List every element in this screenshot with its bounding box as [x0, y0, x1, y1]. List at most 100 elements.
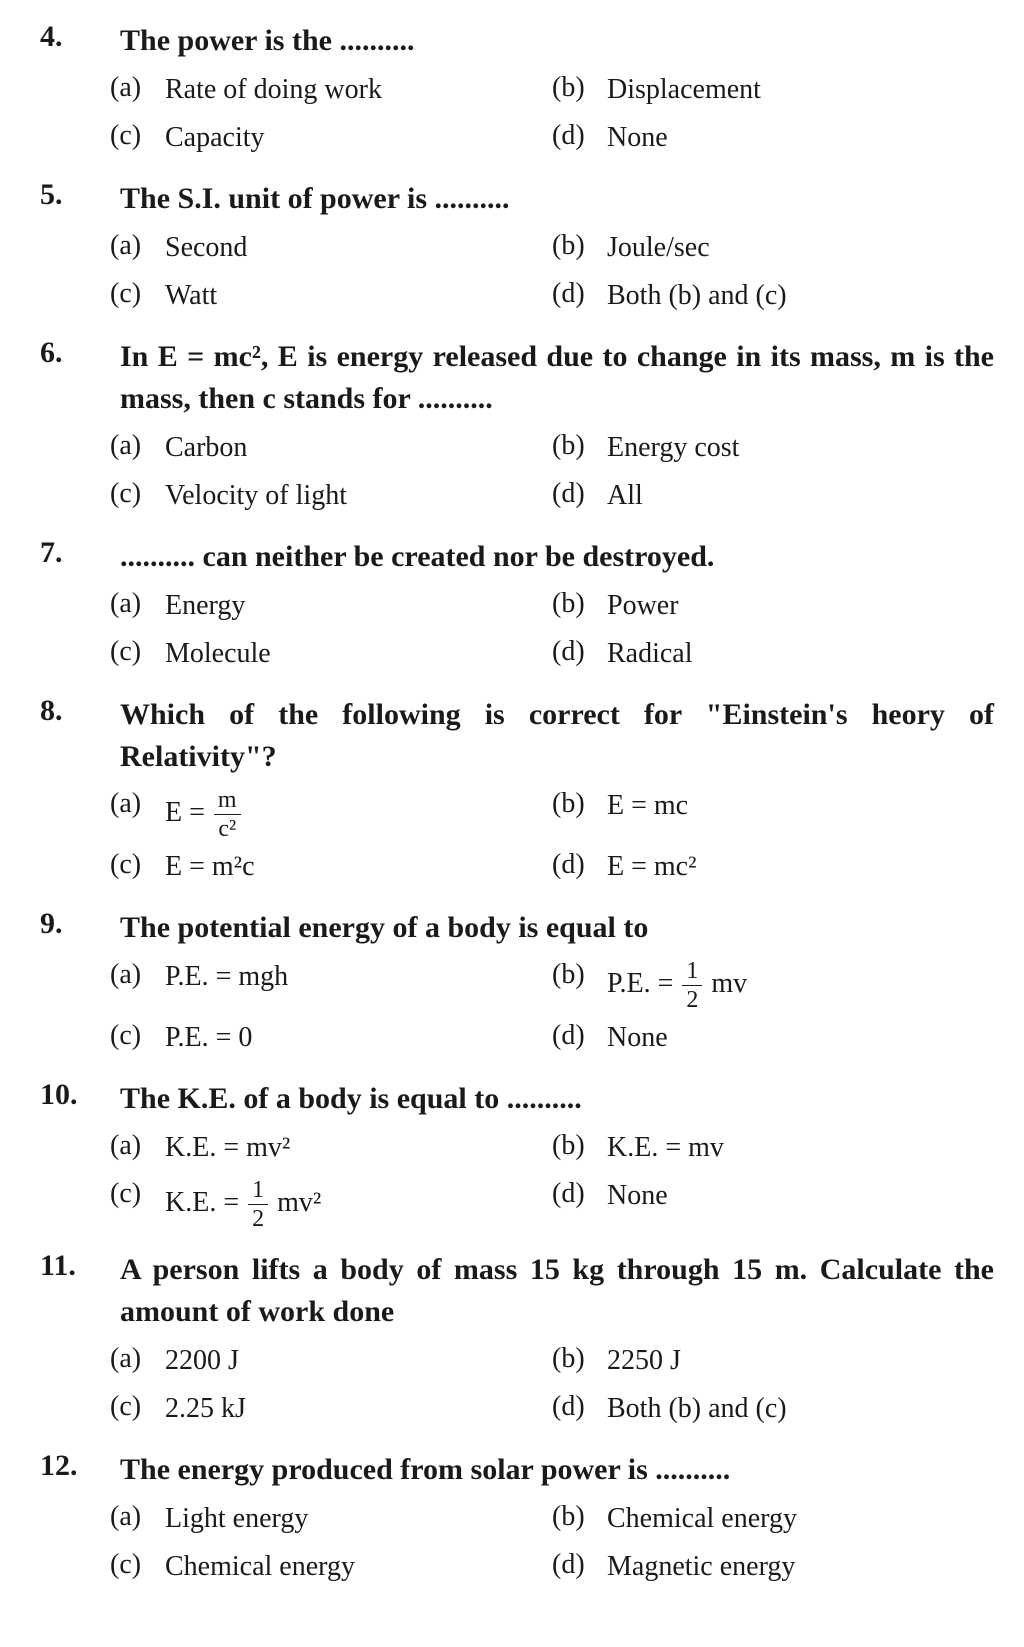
option-b: (b) Energy cost — [552, 430, 994, 470]
option-label: (b) — [552, 959, 607, 991]
option-label: (d) — [552, 1391, 607, 1423]
question-number: 4. — [30, 20, 120, 54]
option-d: (d) All — [552, 478, 994, 518]
question-number: 9. — [30, 907, 120, 941]
question-11: 11. A person lifts a body of mass 15 kg … — [30, 1249, 994, 1431]
option-d: (d) None — [552, 1020, 994, 1060]
question-number: 12. — [30, 1449, 120, 1483]
options-block: (a) 2200 J (b) 2250 J (c) 2.25 kJ (d) Bo… — [30, 1343, 994, 1431]
options-block: (a) P.E. = mgh (b) P.E. = 12 mv (c) P.E.… — [30, 959, 994, 1060]
option-d: (d) None — [552, 1178, 994, 1218]
option-c: (c) E = m²c — [110, 849, 552, 889]
option-text: None — [607, 1178, 668, 1214]
options-block: (a) Light energy (b) Chemical energy (c)… — [30, 1501, 994, 1589]
options-block: (a) Energy (b) Power (c) Molecule (d) Ra… — [30, 588, 994, 676]
option-text: Watt — [165, 278, 217, 314]
option-text: None — [607, 1020, 668, 1056]
question-number: 10. — [30, 1078, 120, 1112]
question-12: 12. The energy produced from solar power… — [30, 1449, 994, 1589]
option-text: Radical — [607, 636, 693, 672]
option-b: (b) E = mc — [552, 788, 994, 828]
option-label: (b) — [552, 1501, 607, 1533]
option-text: Chemical energy — [165, 1549, 355, 1585]
option-label: (a) — [110, 72, 165, 104]
option-text: Power — [607, 588, 679, 624]
option-b: (b) P.E. = 12 mv — [552, 959, 994, 1012]
question-number: 5. — [30, 178, 120, 212]
option-label: (b) — [552, 430, 607, 462]
option-label: (a) — [110, 959, 165, 991]
option-text: Both (b) and (c) — [607, 1391, 787, 1427]
option-label: (d) — [552, 849, 607, 881]
question-text: .......... can neither be created nor be… — [120, 536, 994, 578]
option-c: (c) K.E. = 12 mv² — [110, 1178, 552, 1231]
option-label: (a) — [110, 430, 165, 462]
question-text: The K.E. of a body is equal to .........… — [120, 1078, 994, 1120]
option-text: Displacement — [607, 72, 761, 108]
option-a: (a) Carbon — [110, 430, 552, 470]
option-text: 2200 J — [165, 1343, 239, 1379]
option-label: (c) — [110, 478, 165, 510]
option-label: (b) — [552, 1130, 607, 1162]
option-d: (d) Both (b) and (c) — [552, 1391, 994, 1431]
option-a: (a) Light energy — [110, 1501, 552, 1541]
question-number: 7. — [30, 536, 120, 570]
question-text: In E = mc², E is energy released due to … — [120, 336, 994, 420]
option-a: (a) K.E. = mv² — [110, 1130, 552, 1170]
question-6: 6. In E = mc², E is energy released due … — [30, 336, 994, 518]
option-c: (c) Watt — [110, 278, 552, 318]
option-label: (c) — [110, 1391, 165, 1423]
option-text: E = m²c — [165, 849, 255, 885]
question-5: 5. The S.I. unit of power is .......... … — [30, 178, 994, 318]
option-b: (b) Chemical energy — [552, 1501, 994, 1541]
option-text: Both (b) and (c) — [607, 278, 787, 314]
option-label: (d) — [552, 120, 607, 152]
option-label: (c) — [110, 636, 165, 668]
question-text: The potential energy of a body is equal … — [120, 907, 994, 949]
option-d: (d) None — [552, 120, 994, 160]
question-text: Which of the following is correct for "E… — [120, 694, 994, 778]
option-b: (b) Joule/sec — [552, 230, 994, 270]
question-10: 10. The K.E. of a body is equal to .....… — [30, 1078, 994, 1231]
option-d: (d) Both (b) and (c) — [552, 278, 994, 318]
option-text: K.E. = mv — [607, 1130, 724, 1166]
option-text: E = mc² — [165, 788, 243, 841]
option-label: (a) — [110, 1501, 165, 1533]
option-label: (c) — [110, 1549, 165, 1581]
option-label: (c) — [110, 1020, 165, 1052]
option-text: Second — [165, 230, 247, 266]
option-label: (d) — [552, 1178, 607, 1210]
option-text: 2.25 kJ — [165, 1391, 246, 1427]
option-text: Capacity — [165, 120, 265, 156]
option-a: (a) Energy — [110, 588, 552, 628]
option-text: Carbon — [165, 430, 247, 466]
option-label: (b) — [552, 788, 607, 820]
exam-page: 4. The power is the .......... (a) Rate … — [0, 0, 1024, 1647]
option-label: (c) — [110, 120, 165, 152]
option-text: K.E. = 12 mv² — [165, 1178, 321, 1231]
option-label: (c) — [110, 849, 165, 881]
option-text: Molecule — [165, 636, 271, 672]
option-c: (c) Chemical energy — [110, 1549, 552, 1589]
option-a: (a) Rate of doing work — [110, 72, 552, 112]
option-a: (a) Second — [110, 230, 552, 270]
option-text: Joule/sec — [607, 230, 710, 266]
option-a: (a) 2200 J — [110, 1343, 552, 1383]
question-text: A person lifts a body of mass 15 kg thro… — [120, 1249, 994, 1333]
option-d: (d) Magnetic energy — [552, 1549, 994, 1589]
options-block: (a) Second (b) Joule/sec (c) Watt (d) Bo… — [30, 230, 994, 318]
question-8: 8. Which of the following is correct for… — [30, 694, 994, 889]
option-text: Rate of doing work — [165, 72, 382, 108]
option-c: (c) Capacity — [110, 120, 552, 160]
option-text: All — [607, 478, 643, 514]
option-text: E = mc² — [607, 849, 697, 885]
question-text: The power is the .......... — [120, 20, 994, 62]
option-text: Energy cost — [607, 430, 739, 466]
option-d: (d) E = mc² — [552, 849, 994, 889]
question-number: 11. — [30, 1249, 120, 1283]
option-b: (b) 2250 J — [552, 1343, 994, 1383]
options-block: (a) Rate of doing work (b) Displacement … — [30, 72, 994, 160]
question-number: 8. — [30, 694, 120, 728]
option-label: (a) — [110, 1343, 165, 1375]
option-label: (d) — [552, 278, 607, 310]
